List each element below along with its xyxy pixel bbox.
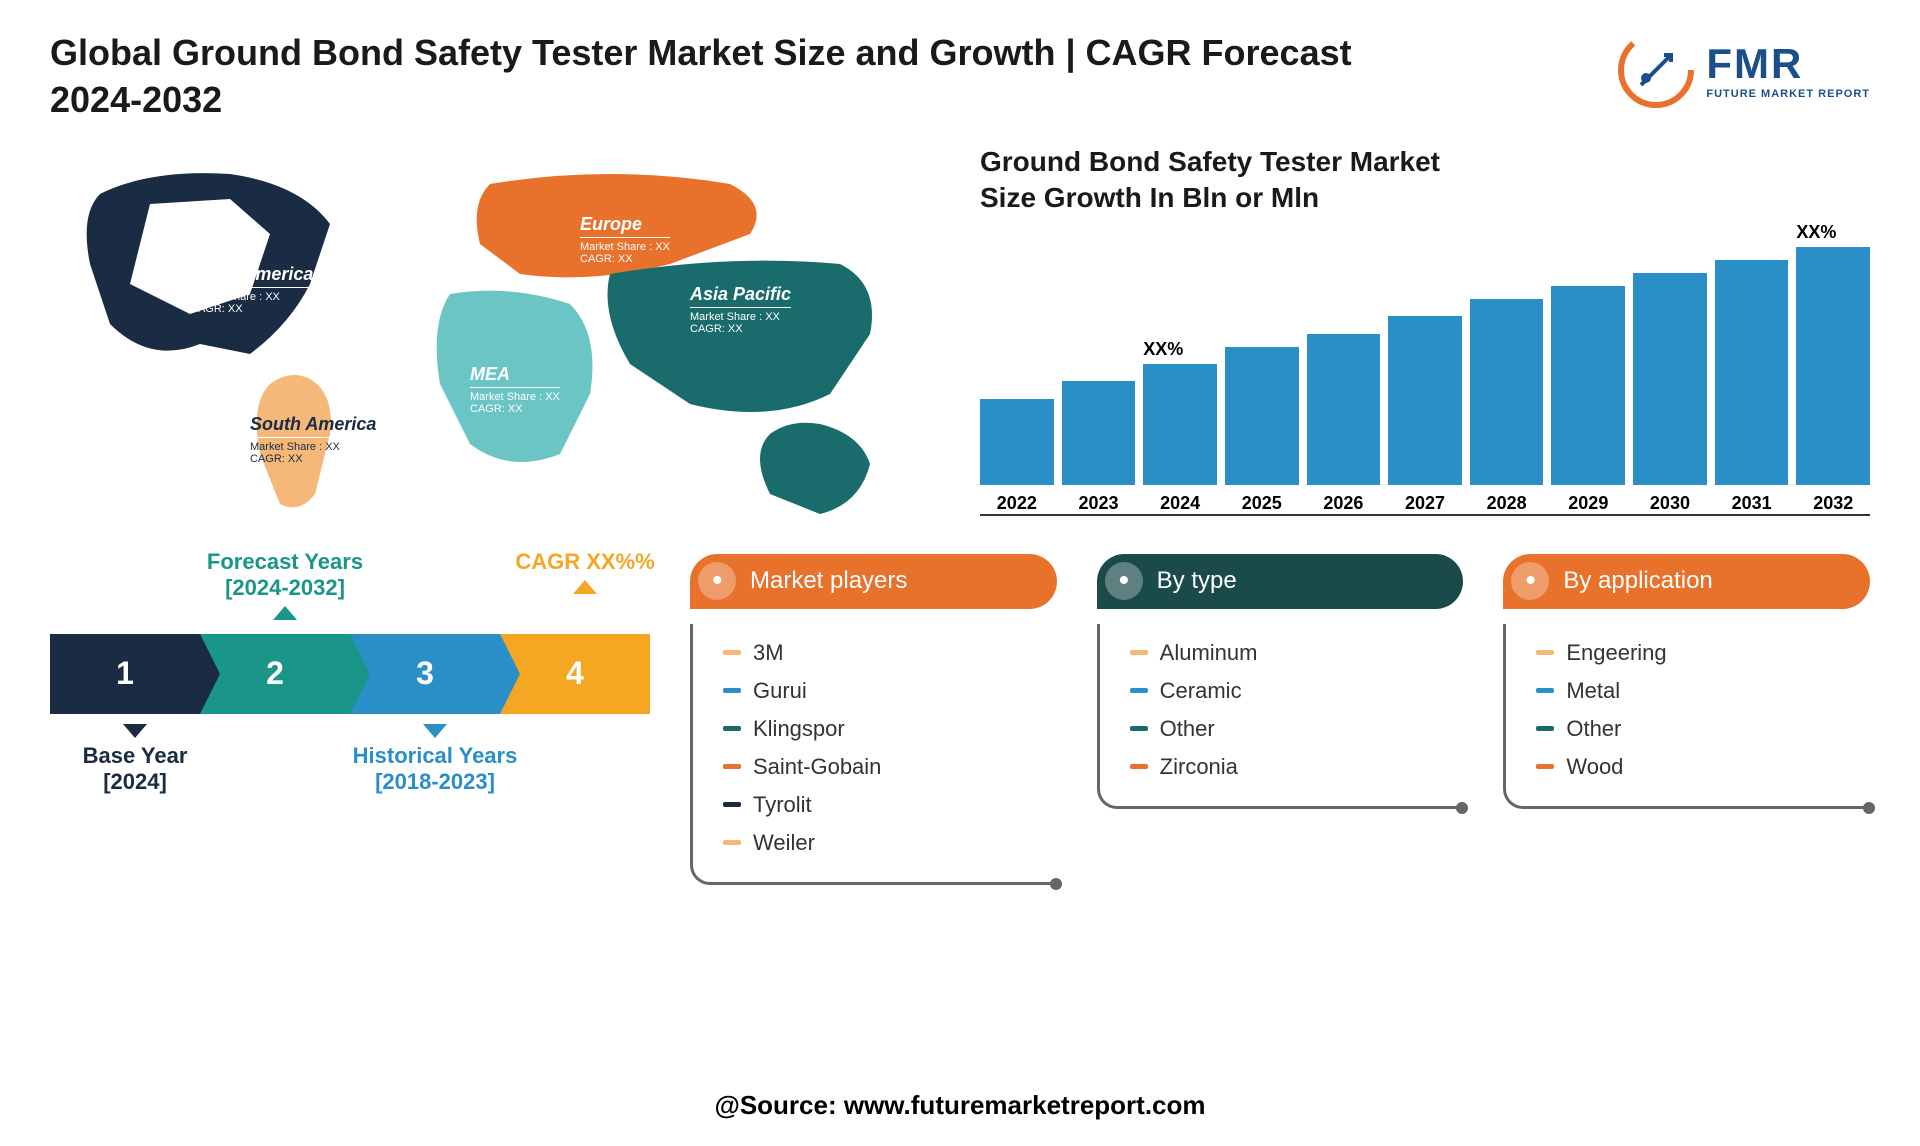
world-map: North AmericaMarket Share : XXCAGR: XX So… [50, 144, 950, 524]
region-label: Asia PacificMarket Share : XXCAGR: XX [690, 284, 791, 335]
category-item: Tyrolit [723, 786, 1037, 824]
bar-column: 2023 [1062, 381, 1136, 514]
category-item: Metal [1536, 672, 1850, 710]
bar-column: 2030 [1633, 273, 1707, 514]
timeline-label: Historical Years [2018-2023] [350, 719, 520, 795]
region-label: North AmericaMarket Share : XXCAGR: XX [190, 264, 313, 315]
category-box: Market players 3MGuruiKlingsporSaint-Goba… [690, 554, 1057, 885]
timeline-segment: 1 [50, 634, 200, 714]
region-label: MEAMarket Share : XXCAGR: XX [470, 364, 560, 415]
category-item: Zirconia [1130, 748, 1444, 786]
bar-chart: 20222023XX%20242025202620272028202920302… [980, 236, 1870, 516]
timeline-label: Base Year [2024] [50, 719, 220, 795]
category-item: Klingspor [723, 710, 1037, 748]
logo-icon [1616, 30, 1696, 110]
timeline-segment: 4 [500, 634, 650, 714]
bar-column: 2026 [1307, 334, 1381, 515]
category-item: Weiler [723, 824, 1037, 862]
bar-column: 2028 [1470, 299, 1544, 514]
category-header: Market players [690, 554, 1057, 609]
category-item: Aluminum [1130, 634, 1444, 672]
category-header: By application [1503, 554, 1870, 609]
bar-column: 2027 [1388, 316, 1462, 514]
bar-column: 2031 [1715, 260, 1789, 514]
bar-column: 2029 [1551, 286, 1625, 514]
timeline-label: Forecast Years [2024-2032] [200, 549, 370, 625]
category-item: Gurui [723, 672, 1037, 710]
timeline: 1234 Base Year [2024]Forecast Years [202… [50, 554, 650, 714]
category-item: Wood [1536, 748, 1850, 786]
page-title: Global Ground Bond Safety Tester Market … [50, 30, 1450, 124]
category-item: Other [1536, 710, 1850, 748]
category-box: By application EngeeringMetalOtherWood [1503, 554, 1870, 885]
logo: FMR FUTURE MARKET REPORT [1616, 30, 1870, 110]
bar-chart-section: Ground Bond Safety Tester Market Size Gr… [980, 144, 1870, 524]
timeline-segment: 2 [200, 634, 350, 714]
category-item: 3M [723, 634, 1037, 672]
bar-column: 2022 [980, 399, 1054, 515]
source-footer: @Source: www.futuremarketreport.com [0, 1090, 1920, 1121]
category-header: By type [1097, 554, 1464, 609]
category-item: Other [1130, 710, 1444, 748]
bar-column: XX%2024 [1143, 364, 1217, 514]
category-item: Ceramic [1130, 672, 1444, 710]
category-box: By type AluminumCeramicOtherZirconia [1097, 554, 1464, 885]
bar-column: 2025 [1225, 347, 1299, 515]
chart-title: Ground Bond Safety Tester Market Size Gr… [980, 144, 1480, 217]
region-label: EuropeMarket Share : XXCAGR: XX [580, 214, 670, 265]
timeline-label: CAGR XX%% [500, 549, 670, 599]
category-item: Saint-Gobain [723, 748, 1037, 786]
region-label: South AmericaMarket Share : XXCAGR: XX [250, 414, 376, 465]
bar-column: XX%2032 [1796, 247, 1870, 514]
logo-fmr-text: FMR [1706, 40, 1870, 88]
logo-sub-text: FUTURE MARKET REPORT [1706, 88, 1870, 100]
category-item: Engeering [1536, 634, 1850, 672]
timeline-segment: 3 [350, 634, 500, 714]
